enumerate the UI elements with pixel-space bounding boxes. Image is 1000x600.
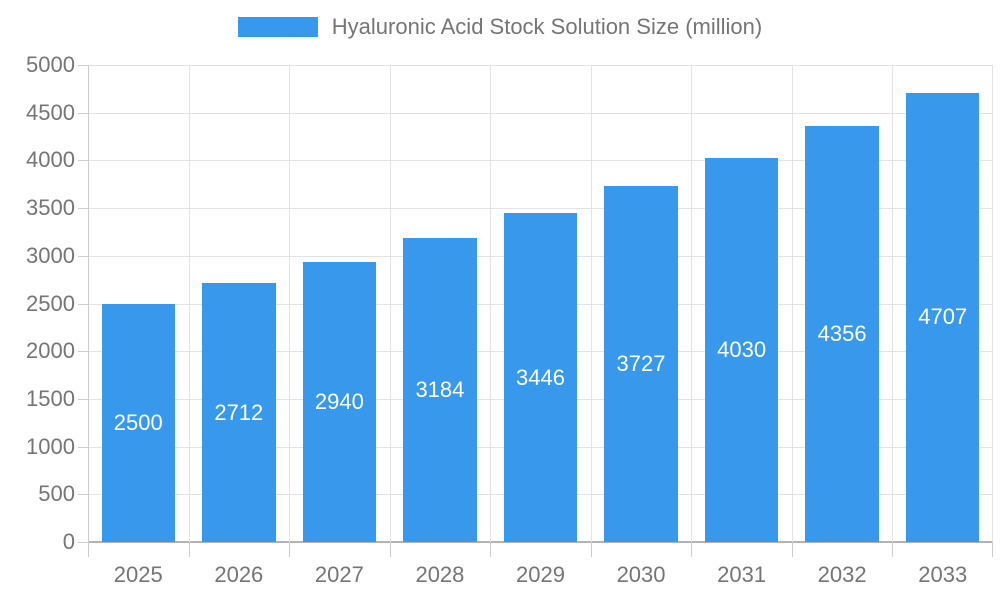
y-axis-label: 1500 — [26, 385, 75, 411]
y-axis-label: 1000 — [26, 433, 75, 459]
gridline-v — [389, 65, 391, 542]
y-axis-line — [88, 65, 89, 542]
x-axis-label-2032: 2032 — [817, 562, 867, 587]
y-tick — [78, 303, 88, 305]
bar-slot: 4030 — [691, 65, 792, 542]
x-axis-label-2031: 2031 — [717, 562, 767, 587]
bar-slot: 3727 — [591, 65, 692, 542]
bar-value-label: 3184 — [415, 377, 465, 403]
x-axis-label-2030: 2030 — [616, 562, 666, 587]
bar-slot: 3184 — [390, 65, 491, 542]
gridline-h — [88, 208, 993, 210]
x-tick — [691, 542, 693, 557]
y-tick — [78, 112, 88, 114]
x-axis-label-2025: 2025 — [113, 562, 163, 587]
y-tick — [78, 65, 88, 66]
gridline-v — [992, 65, 993, 542]
bar-slot: 2500 — [88, 65, 189, 542]
plot-area: 5000 4500 4000 3500 3000 2500 2000 1500 1000 500 0… — [26, 52, 993, 587]
x-tick — [892, 542, 894, 557]
bar-2029[interactable]: 3446 — [503, 213, 578, 542]
bar-2030[interactable]: 3727 — [604, 186, 678, 542]
gridline-v — [590, 65, 592, 542]
y-tick — [78, 542, 88, 543]
bar-value-label: 4356 — [817, 321, 867, 347]
gridline-h — [88, 112, 993, 114]
bar-2026[interactable]: 2712 — [202, 283, 276, 542]
y-axis-label: 4500 — [26, 99, 75, 125]
y-tick — [78, 160, 88, 162]
y-tick — [78, 208, 88, 210]
gridline-v — [892, 65, 894, 542]
y-tick — [78, 351, 88, 353]
bar-slot: 2940 — [289, 65, 390, 542]
bar-2027[interactable]: 2940 — [302, 261, 377, 542]
gridline-h — [88, 65, 993, 66]
bar-slot: 2712 — [189, 65, 290, 542]
x-tick — [289, 542, 291, 557]
y-axis-label: 3000 — [26, 242, 75, 268]
y-axis-label: 4000 — [26, 147, 75, 173]
gridline-v — [188, 65, 190, 542]
bar-value-label: 2712 — [214, 399, 264, 425]
y-axis-label: 5000 — [26, 52, 75, 77]
y-axis-label: 3500 — [26, 195, 75, 221]
gridline-h — [88, 160, 993, 162]
y-tick — [78, 255, 88, 257]
y-tick — [78, 446, 88, 448]
bar-slot: 4707 — [892, 65, 993, 542]
bar-2025[interactable]: 2500 — [101, 303, 175, 542]
bar-2032[interactable]: 4356 — [805, 126, 879, 542]
x-tick — [590, 542, 592, 557]
bar-value-label: 4030 — [717, 336, 767, 362]
gridline-v — [289, 65, 291, 542]
x-tick — [188, 542, 190, 557]
bar-value-label: 3727 — [616, 351, 666, 377]
legend-label: Hyaluronic Acid Stock Solution Size (mil… — [331, 14, 763, 39]
bar-slot: 3446 — [490, 65, 591, 542]
x-axis-label-2033: 2033 — [918, 562, 968, 587]
x-tick — [791, 542, 793, 557]
x-tick — [490, 542, 492, 557]
bar-value-label: 2940 — [314, 388, 364, 414]
bar-value-label: 2500 — [113, 409, 163, 435]
y-axis-label: 2000 — [26, 338, 75, 364]
x-axis-label-2028: 2028 — [415, 562, 465, 587]
gridline-v — [691, 65, 693, 542]
x-axis-label-2029: 2029 — [516, 562, 565, 587]
x-axis-label-2026: 2026 — [214, 562, 264, 587]
x-tick — [389, 542, 391, 557]
y-tick — [78, 494, 88, 496]
gridline-v — [791, 65, 793, 542]
y-axis-label: 0 — [62, 529, 75, 554]
x-axis-label-2027: 2027 — [314, 562, 364, 587]
y-axis-label: 2500 — [26, 290, 75, 316]
x-tick — [88, 542, 89, 557]
x-tick — [992, 542, 993, 557]
legend-swatch — [237, 17, 318, 37]
x-axis-line — [88, 541, 993, 543]
bar-2031[interactable]: 4030 — [704, 157, 779, 542]
bar-value-label: 4707 — [918, 304, 968, 330]
y-tick — [78, 398, 88, 400]
bar-2033[interactable]: 4707 — [906, 92, 980, 542]
bar-2028[interactable]: 3184 — [403, 238, 477, 542]
bar-slot: 4356 — [792, 65, 893, 542]
y-axis-label: 500 — [38, 481, 75, 507]
chart-legend[interactable]: Hyaluronic Acid Stock Solution Size (mil… — [0, 14, 1000, 40]
bar-value-label: 3446 — [516, 364, 565, 390]
gridline-v — [490, 65, 492, 542]
